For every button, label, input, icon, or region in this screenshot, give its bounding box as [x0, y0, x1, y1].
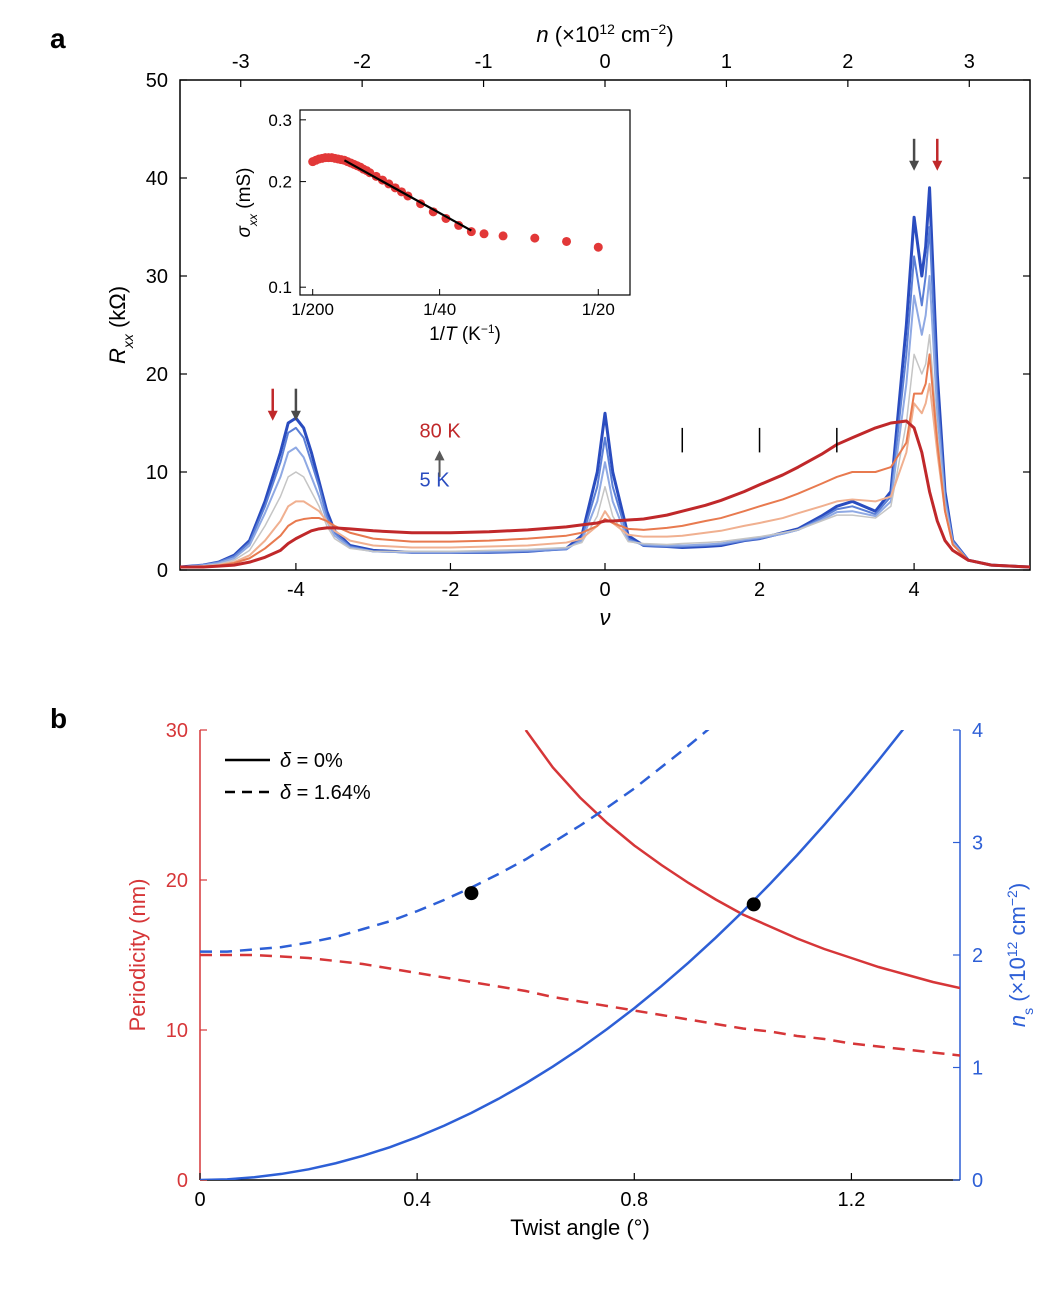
- inset-point: [499, 231, 508, 240]
- temp-low-label: 5 K: [420, 470, 451, 492]
- xt-tick: -2: [353, 51, 371, 73]
- yl-tick: 30: [166, 720, 188, 742]
- yr-tick: 0: [972, 1170, 983, 1192]
- inset-xtick: 1/40: [423, 300, 456, 319]
- figure-svg: a-4-2024-3-2-1012301020304050νn (×1012 c…: [20, 20, 1048, 1280]
- marker-point: [747, 897, 761, 911]
- xt-tick: -3: [232, 51, 250, 73]
- inset-xlabel: 1/T (K−1): [429, 322, 501, 345]
- marker-point: [464, 886, 478, 900]
- y-tick: 10: [146, 462, 168, 484]
- xb2-tick: 0.4: [403, 1189, 431, 1211]
- xb2-tick: 1.2: [838, 1189, 866, 1211]
- y-tick: 20: [146, 364, 168, 386]
- inset-point: [480, 229, 489, 238]
- yr-tick: 3: [972, 833, 983, 855]
- xt-tick: -1: [475, 51, 493, 73]
- inset-axes: [300, 110, 630, 295]
- xt-tick: 0: [599, 51, 610, 73]
- yl-tick: 0: [177, 1170, 188, 1192]
- y-tick: 50: [146, 70, 168, 92]
- xb-tick: 0: [599, 579, 610, 601]
- figure-root: a-4-2024-3-2-1012301020304050νn (×1012 c…: [20, 20, 1048, 1285]
- inset-point: [594, 243, 603, 252]
- legend-label: δ = 0%: [280, 750, 343, 772]
- inset-point: [562, 237, 571, 246]
- yr-tick: 4: [972, 720, 983, 742]
- temp-arrow: [435, 450, 445, 460]
- yl-tick: 20: [166, 870, 188, 892]
- legend-label: δ = 1.64%: [280, 782, 371, 804]
- inset-point: [530, 234, 539, 243]
- ns-dashed: [200, 723, 716, 951]
- panel-a-ylabel: Rxx (kΩ): [105, 286, 136, 364]
- xt-tick: 3: [964, 51, 975, 73]
- inset-xtick: 1/20: [582, 300, 615, 319]
- inset-xtick: 1/200: [291, 300, 334, 319]
- inset-ytick: 0.2: [268, 173, 292, 192]
- xb-tick: 4: [909, 579, 920, 601]
- yl-tick: 10: [166, 1020, 188, 1042]
- inset-ytick: 0.1: [268, 278, 292, 297]
- y-tick: 0: [157, 560, 168, 582]
- temp-high-label: 80 K: [420, 421, 462, 443]
- xt-tick: 1: [721, 51, 732, 73]
- inset-ytick: 0.3: [268, 111, 292, 130]
- panel-a-label: a: [50, 23, 66, 54]
- xb-tick: -2: [442, 579, 460, 601]
- xb-tick: -4: [287, 579, 305, 601]
- xb2-tick: 0: [194, 1189, 205, 1211]
- panel-b-ylabel-right: ns (×1012 cm−2): [1004, 883, 1036, 1027]
- xb-tick: 2: [754, 579, 765, 601]
- xb2-tick: 0.8: [620, 1189, 648, 1211]
- inset-ylabel: σxx (mS): [234, 168, 260, 238]
- panel-a-xlabel-bottom: ν: [600, 605, 611, 630]
- periodicity-solid: [526, 730, 960, 988]
- panel-b-label: b: [50, 703, 67, 734]
- xt-tick: 2: [842, 51, 853, 73]
- panel-b-xlabel: Twist angle (°): [510, 1215, 650, 1240]
- y-tick: 30: [146, 266, 168, 288]
- yr-tick: 1: [972, 1058, 983, 1080]
- y-tick: 40: [146, 168, 168, 190]
- periodicity-dashed: [200, 955, 960, 1056]
- panel-a-xlabel-top: n (×1012 cm−2): [536, 21, 673, 47]
- panel-b-ylabel-left: Periodicity (nm): [125, 879, 150, 1032]
- yr-tick: 2: [972, 945, 983, 967]
